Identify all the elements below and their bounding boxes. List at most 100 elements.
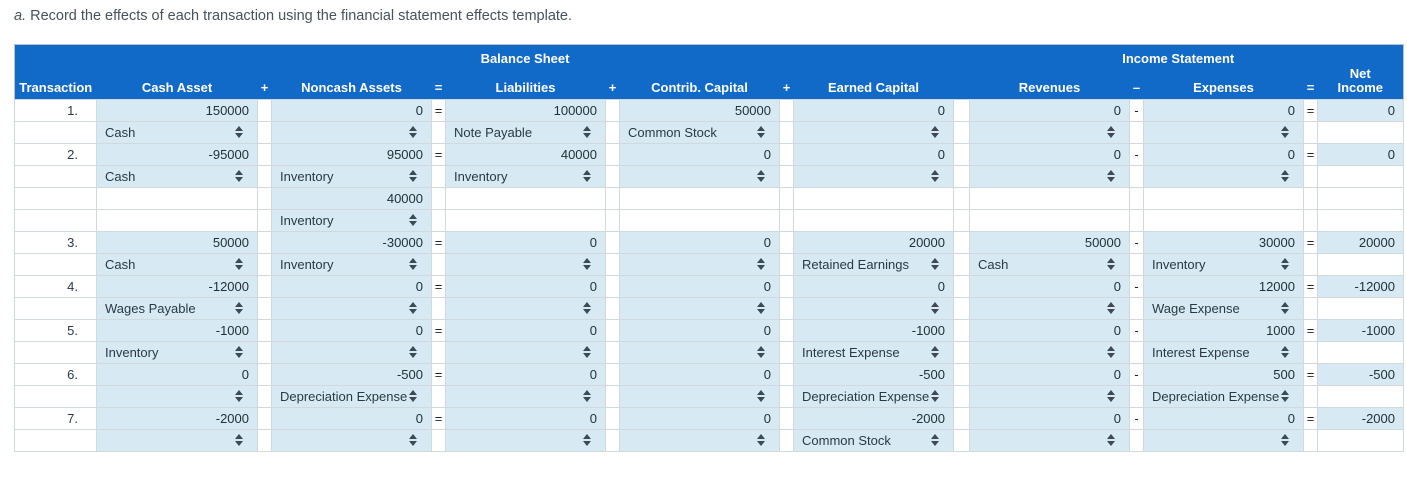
account-select-liab[interactable]: [445, 252, 606, 276]
account-select-contrib[interactable]: Common Stock: [619, 120, 780, 144]
account-select-contrib[interactable]: [619, 296, 780, 320]
amount-input-liab[interactable]: 0: [445, 318, 606, 342]
account-select-noncash[interactable]: Inventory: [271, 164, 432, 188]
account-select-liab[interactable]: Note Payable: [445, 120, 606, 144]
account-select-rev[interactable]: [969, 296, 1130, 320]
account-select-exp[interactable]: Depreciation Expense: [1143, 384, 1304, 408]
amount-input-exp[interactable]: 0: [1143, 142, 1304, 166]
amount-input-exp[interactable]: 0: [1143, 406, 1304, 430]
amount-input-rev[interactable]: 0: [969, 406, 1130, 430]
account-select-contrib[interactable]: [619, 340, 780, 364]
amount-input-noncash[interactable]: -30000: [271, 230, 432, 254]
amount-input-earned[interactable]: 20000: [793, 230, 954, 254]
amount-input-noncash[interactable]: 40000: [271, 186, 432, 210]
account-select-rev[interactable]: [969, 384, 1130, 408]
account-select-liab[interactable]: [445, 428, 606, 452]
amount-input-contrib[interactable]: 50000: [619, 98, 780, 122]
amount-input-noncash[interactable]: 0: [271, 274, 432, 298]
amount-input-exp[interactable]: 12000: [1143, 274, 1304, 298]
amount-input-exp[interactable]: 500: [1143, 362, 1304, 386]
amount-input-net[interactable]: 0: [1317, 98, 1404, 122]
amount-input-rev[interactable]: 0: [969, 142, 1130, 166]
amount-input-liab[interactable]: 0: [445, 230, 606, 254]
amount-input-liab[interactable]: 0: [445, 274, 606, 298]
account-select-cash[interactable]: [96, 384, 258, 408]
account-select-rev[interactable]: [969, 120, 1130, 144]
amount-input-net[interactable]: -1000: [1317, 318, 1404, 342]
amount-input-earned[interactable]: 0: [793, 98, 954, 122]
account-select-noncash[interactable]: Depreciation Expense: [271, 384, 432, 408]
account-select-earned[interactable]: Common Stock: [793, 428, 954, 452]
amount-input-contrib[interactable]: 0: [619, 406, 780, 430]
amount-input-cash[interactable]: -95000: [96, 142, 258, 166]
amount-input-liab[interactable]: 0: [445, 362, 606, 386]
account-select-exp[interactable]: [1143, 120, 1304, 144]
amount-input-rev[interactable]: 0: [969, 98, 1130, 122]
account-select-earned[interactable]: Retained Earnings: [793, 252, 954, 276]
amount-input-exp[interactable]: 30000: [1143, 230, 1304, 254]
amount-input-cash[interactable]: -12000: [96, 274, 258, 298]
amount-input-liab[interactable]: 40000: [445, 142, 606, 166]
amount-input-contrib[interactable]: 0: [619, 274, 780, 298]
amount-input-contrib[interactable]: 0: [619, 318, 780, 342]
account-select-noncash[interactable]: [271, 120, 432, 144]
account-select-noncash[interactable]: [271, 296, 432, 320]
amount-input-rev[interactable]: 0: [969, 274, 1130, 298]
account-select-rev[interactable]: Cash: [969, 252, 1130, 276]
amount-input-earned[interactable]: 0: [793, 274, 954, 298]
amount-input-noncash[interactable]: 0: [271, 406, 432, 430]
amount-input-earned[interactable]: -1000: [793, 318, 954, 342]
account-select-cash[interactable]: Inventory: [96, 340, 258, 364]
amount-input-liab[interactable]: 100000: [445, 98, 606, 122]
account-select-earned[interactable]: [793, 296, 954, 320]
account-select-exp[interactable]: Interest Expense: [1143, 340, 1304, 364]
account-select-liab[interactable]: [445, 384, 606, 408]
account-select-noncash[interactable]: Inventory: [271, 208, 432, 232]
account-select-exp[interactable]: [1143, 428, 1304, 452]
account-select-noncash[interactable]: Inventory: [271, 252, 432, 276]
account-select-earned[interactable]: Interest Expense: [793, 340, 954, 364]
account-select-exp[interactable]: Inventory: [1143, 252, 1304, 276]
account-select-cash[interactable]: [96, 428, 258, 452]
account-select-rev[interactable]: [969, 340, 1130, 364]
account-select-liab[interactable]: [445, 296, 606, 320]
account-select-contrib[interactable]: [619, 428, 780, 452]
account-select-cash[interactable]: Cash: [96, 164, 258, 188]
amount-input-net[interactable]: -500: [1317, 362, 1404, 386]
account-select-rev[interactable]: [969, 164, 1130, 188]
account-select-earned[interactable]: [793, 164, 954, 188]
account-select-contrib[interactable]: [619, 384, 780, 408]
account-select-cash[interactable]: Cash: [96, 252, 258, 276]
account-select-rev[interactable]: [969, 428, 1130, 452]
amount-input-liab[interactable]: 0: [445, 406, 606, 430]
amount-input-contrib[interactable]: 0: [619, 362, 780, 386]
amount-input-cash[interactable]: -1000: [96, 318, 258, 342]
account-select-earned[interactable]: [793, 120, 954, 144]
amount-input-exp[interactable]: 0: [1143, 98, 1304, 122]
amount-input-cash[interactable]: 0: [96, 362, 258, 386]
amount-input-rev[interactable]: 0: [969, 362, 1130, 386]
amount-input-rev[interactable]: 50000: [969, 230, 1130, 254]
account-select-contrib[interactable]: [619, 252, 780, 276]
amount-input-cash[interactable]: -2000: [96, 406, 258, 430]
amount-input-noncash[interactable]: -500: [271, 362, 432, 386]
account-select-noncash[interactable]: [271, 340, 432, 364]
account-select-exp[interactable]: [1143, 164, 1304, 188]
amount-input-noncash[interactable]: 0: [271, 98, 432, 122]
amount-input-cash[interactable]: 150000: [96, 98, 258, 122]
account-select-cash[interactable]: Wages Payable: [96, 296, 258, 320]
amount-input-earned[interactable]: 0: [793, 142, 954, 166]
account-select-liab[interactable]: [445, 340, 606, 364]
amount-input-contrib[interactable]: 0: [619, 230, 780, 254]
amount-input-rev[interactable]: 0: [969, 318, 1130, 342]
amount-input-noncash[interactable]: 0: [271, 318, 432, 342]
amount-input-net[interactable]: -12000: [1317, 274, 1404, 298]
account-select-contrib[interactable]: [619, 164, 780, 188]
amount-input-cash[interactable]: 50000: [96, 230, 258, 254]
amount-input-earned[interactable]: -500: [793, 362, 954, 386]
amount-input-contrib[interactable]: 0: [619, 142, 780, 166]
amount-input-net[interactable]: -2000: [1317, 406, 1404, 430]
amount-input-earned[interactable]: -2000: [793, 406, 954, 430]
account-select-noncash[interactable]: [271, 428, 432, 452]
account-select-cash[interactable]: Cash: [96, 120, 258, 144]
